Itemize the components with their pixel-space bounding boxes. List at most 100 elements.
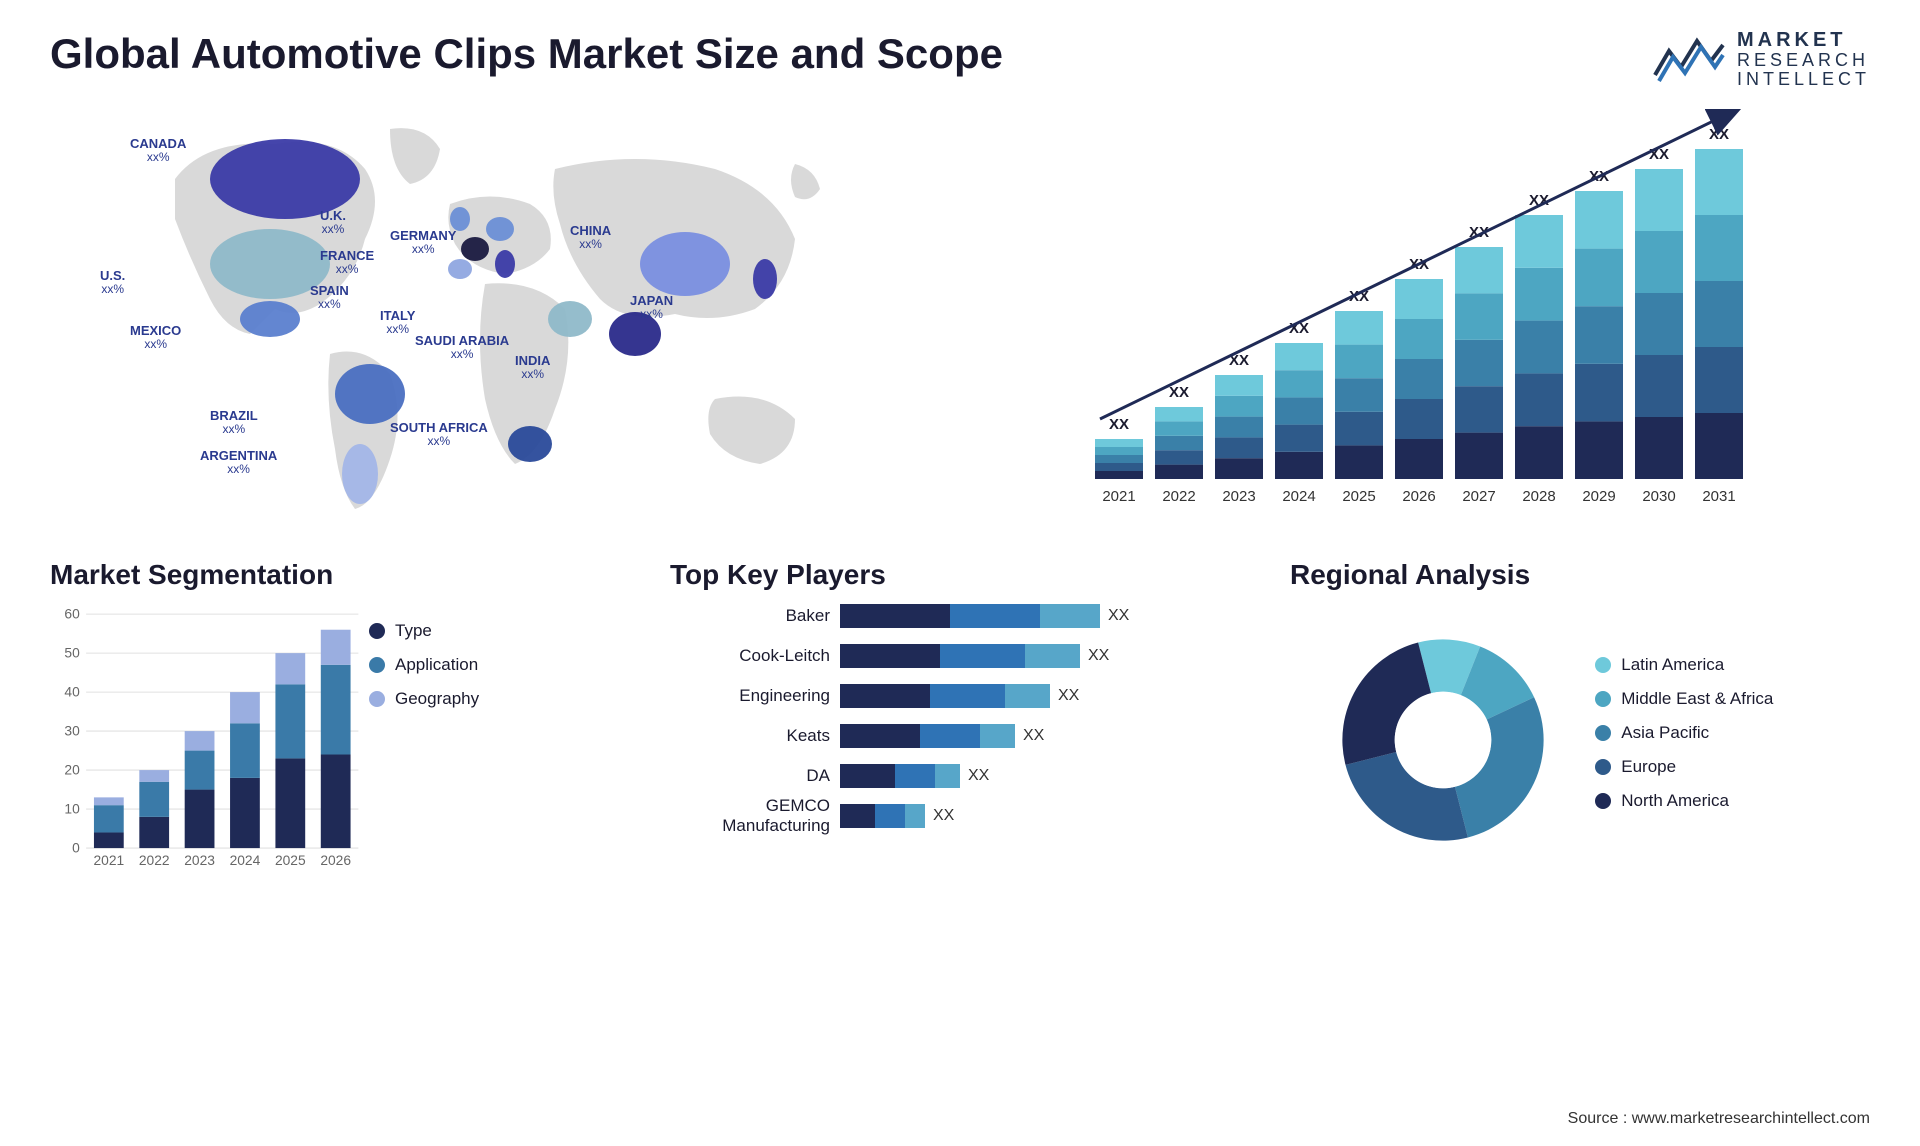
segmentation-title: Market Segmentation [50,559,630,591]
key-players-title: Top Key Players [670,559,1250,591]
kp-seg [940,644,1025,668]
svg-text:2021: 2021 [1102,488,1135,505]
kp-row: DAXX [670,761,1250,791]
svg-text:60: 60 [64,605,80,621]
kp-seg [840,684,930,708]
world-map-panel: CANADAxx%U.S.xx%MEXICOxx%BRAZILxx%ARGENT… [50,109,940,529]
kp-seg [905,804,925,828]
kp-seg [950,604,1040,628]
regional-legend: Latin AmericaMiddle East & AfricaAsia Pa… [1595,655,1870,825]
svg-text:2022: 2022 [1162,488,1195,505]
svg-text:50: 50 [64,644,80,660]
kp-value: XX [933,807,954,825]
legend-dot-icon [1595,793,1611,809]
kp-seg [1025,644,1080,668]
reg-legend-europe: Europe [1595,757,1870,777]
svg-text:2021: 2021 [93,852,124,868]
kp-bar-wrap: XX [840,804,1250,828]
kp-value: XX [1023,727,1044,745]
map-label-china: CHINAxx% [570,224,611,251]
svg-text:2023: 2023 [1222,488,1255,505]
logo-text-2: RESEARCH [1737,51,1870,70]
legend-dot-icon [1595,691,1611,707]
kp-bar-wrap: XX [840,684,1250,708]
map-label-u-k-: U.K.xx% [320,209,346,236]
map-label-italy: ITALYxx% [380,309,415,336]
kp-bar [840,684,1050,708]
reg-legend-middle-east-africa: Middle East & Africa [1595,689,1870,709]
logo-text-3: INTELLECT [1737,70,1870,89]
kp-bar [840,804,925,828]
regional-title: Regional Analysis [1290,559,1870,591]
map-label-mexico: MEXICOxx% [130,324,181,351]
kp-seg [980,724,1015,748]
segmentation-chart: 0102030405060202120222023202420252026 [50,601,369,882]
kp-row: BakerXX [670,601,1250,631]
legend-label: Europe [1621,757,1676,777]
svg-text:2024: 2024 [1282,488,1315,505]
legend-label: Asia Pacific [1621,723,1709,743]
kp-value: XX [968,767,989,785]
kp-bar [840,644,1080,668]
legend-dot-icon [1595,759,1611,775]
key-players-panel: Top Key Players BakerXX Cook-LeitchXX Engi… [670,559,1250,879]
svg-text:2027: 2027 [1462,488,1495,505]
map-label-canada: CANADAxx% [130,137,186,164]
legend-dot-icon [369,623,385,639]
kp-value: XX [1058,687,1079,705]
world-map-svg [50,109,940,529]
kp-row: Cook-LeitchXX [670,641,1250,671]
kp-row: GEMCO ManufacturingXX [670,801,1250,831]
svg-text:10: 10 [64,800,80,816]
regional-panel: Regional Analysis Latin AmericaMiddle Ea… [1290,559,1870,879]
legend-dot-icon [1595,725,1611,741]
kp-seg [840,804,875,828]
kp-label: Keats [670,726,840,746]
kp-bar-wrap: XX [840,764,1250,788]
logo-text-1: MARKET [1737,30,1870,51]
svg-text:2022: 2022 [139,852,170,868]
logo-icon [1653,33,1725,85]
kp-bar-wrap: XX [840,724,1250,748]
legend-dot-icon [1595,657,1611,673]
map-label-brazil: BRAZILxx% [210,409,258,436]
svg-text:2031: 2031 [1702,488,1735,505]
svg-text:2023: 2023 [184,852,215,868]
svg-text:2025: 2025 [1342,488,1375,505]
kp-seg [930,684,1005,708]
map-label-saudi-arabia: SAUDI ARABIAxx% [415,334,509,361]
legend-label: Type [395,621,432,641]
kp-seg [875,804,905,828]
map-label-india: INDIAxx% [515,354,550,381]
key-players-chart: BakerXXCook-LeitchXXEngineeringXXKeatsXX… [670,601,1250,879]
logo: MARKET RESEARCH INTELLECT [1653,30,1870,89]
kp-bar [840,604,1100,628]
seg-legend-type: Type [369,621,630,641]
source-label: Source : www.marketresearchintellect.com [1568,1110,1870,1128]
svg-text:0: 0 [72,839,80,855]
kp-bar-wrap: XX [840,644,1250,668]
page-title: Global Automotive Clips Market Size and … [50,30,1003,78]
map-label-france: FRANCExx% [320,249,374,276]
svg-text:2024: 2024 [230,852,261,868]
seg-legend-geography: Geography [369,689,630,709]
map-label-germany: GERMANYxx% [390,229,456,256]
kp-seg [920,724,980,748]
segmentation-panel: Market Segmentation 01020304050602021202… [50,559,630,879]
kp-row: Keats XX [670,721,1250,751]
svg-text:XX: XX [1169,384,1189,401]
kp-label: Engineering [670,686,840,706]
legend-label: North America [1621,791,1729,811]
kp-seg [840,724,920,748]
segmentation-legend: TypeApplicationGeography [369,601,630,882]
kp-seg [840,604,950,628]
svg-text:2028: 2028 [1522,488,1555,505]
kp-label: GEMCO Manufacturing [670,796,840,836]
growth-chart-svg: XX2021XX2022XX2023XX2024XX2025XX2026XX20… [980,109,1870,529]
kp-bar [840,724,1015,748]
legend-label: Geography [395,689,479,709]
kp-bar-wrap: XX [840,604,1250,628]
svg-text:2026: 2026 [320,852,351,868]
kp-seg [935,764,960,788]
map-label-argentina: ARGENTINAxx% [200,449,277,476]
